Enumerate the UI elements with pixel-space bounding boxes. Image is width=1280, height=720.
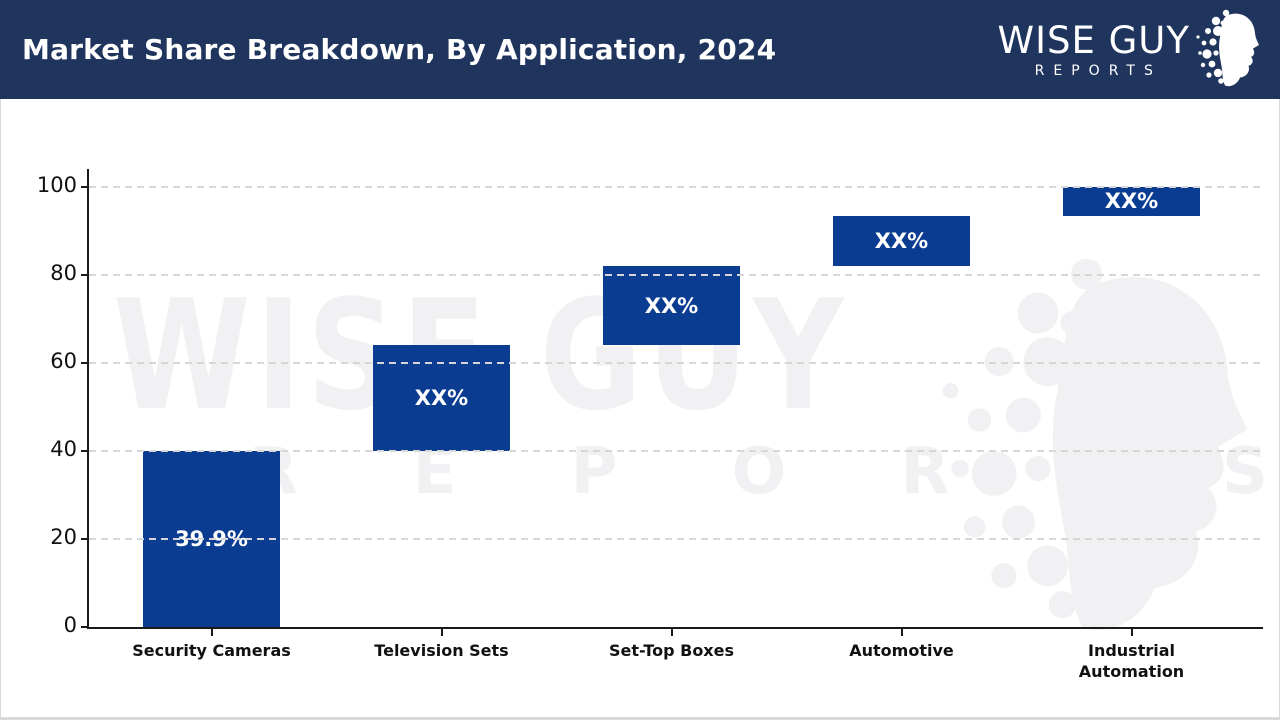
plot-area: 0 20 40 60 80 100 39.9% Security Cameras XX% Tele… xyxy=(1,99,1279,717)
x-category-label: Security Cameras xyxy=(132,641,291,660)
y-tick-mark xyxy=(81,274,89,276)
y-tick-mark xyxy=(81,538,89,540)
brand-head-icon xyxy=(1196,9,1259,86)
x-category-label: Set-Top Boxes xyxy=(609,641,734,660)
y-tick-mark xyxy=(81,362,89,364)
brand-subname: REPORTS xyxy=(1034,62,1162,79)
gridline-80 xyxy=(89,274,1263,276)
bar-value-label: XX% xyxy=(1104,189,1159,214)
gridline-60 xyxy=(89,362,1263,364)
y-tick-label: 20 xyxy=(50,525,77,549)
y-axis-line xyxy=(87,169,89,629)
x-tick-mark xyxy=(210,628,213,636)
brand-logo: WISE GUY REPORTS xyxy=(998,9,1266,91)
x-category-label: Industrial Automation xyxy=(1078,641,1185,681)
bar-value-label: XX% xyxy=(644,293,699,318)
y-tick-mark xyxy=(81,626,89,628)
x-tick-mark xyxy=(440,628,443,636)
x-category-label: Automotive xyxy=(849,641,954,660)
x-tick-mark xyxy=(900,628,903,636)
brand-name: WISE GUY xyxy=(997,18,1190,62)
y-tick-mark xyxy=(81,186,89,188)
y-tick-label: 40 xyxy=(50,437,77,461)
x-axis-line xyxy=(87,627,1263,629)
chart-canvas: WISE GUY R E P O R T S 0 20 40 60 80 100 39.9%… xyxy=(0,99,1280,720)
y-tick-label: 60 xyxy=(50,349,77,373)
gridline-100 xyxy=(89,186,1263,188)
y-tick-label: 100 xyxy=(36,173,77,197)
bar-value-label: XX% xyxy=(874,228,929,253)
page-title: Market Share Breakdown, By Application, … xyxy=(22,33,777,66)
gridline-20 xyxy=(89,538,1263,540)
y-tick-label: 80 xyxy=(50,261,77,285)
bar-value-label: XX% xyxy=(414,386,469,411)
x-category-label: Television Sets xyxy=(374,641,509,660)
x-tick-mark xyxy=(670,628,673,636)
gridline-40 xyxy=(89,450,1263,452)
x-tick-mark xyxy=(1130,628,1133,636)
bar-industrial-automation: XX% xyxy=(1063,187,1200,216)
brand-logo-text: WISE GUY REPORTS xyxy=(998,22,1190,78)
y-tick-mark xyxy=(81,450,89,452)
bar-automotive: XX% xyxy=(833,215,970,267)
y-tick-label: 0 xyxy=(63,613,77,637)
header-bar: Market Share Breakdown, By Application, … xyxy=(0,0,1280,99)
watermark-head-icon xyxy=(942,258,1247,630)
bar-set-top-boxes: XX% xyxy=(603,266,740,346)
